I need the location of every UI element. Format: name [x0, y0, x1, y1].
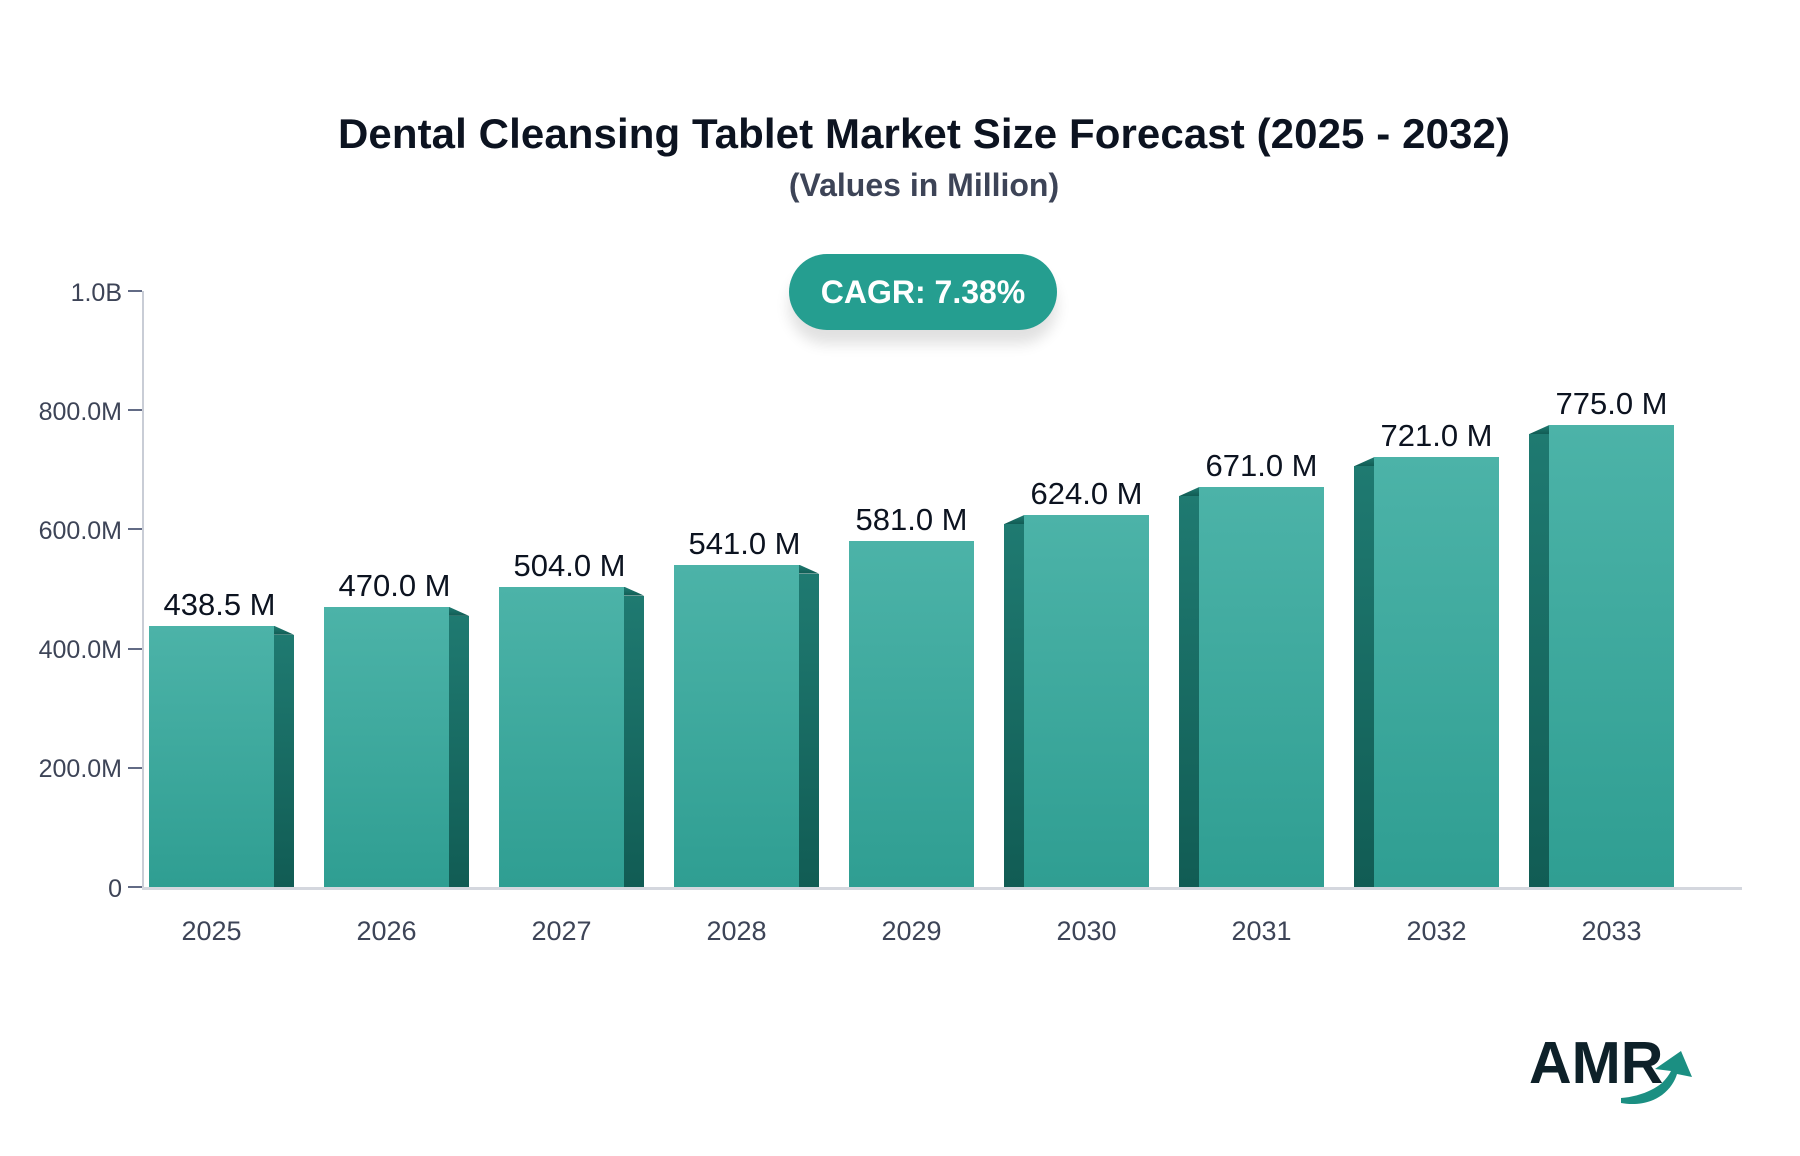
svg-text:AMR: AMR — [1529, 1041, 1663, 1096]
